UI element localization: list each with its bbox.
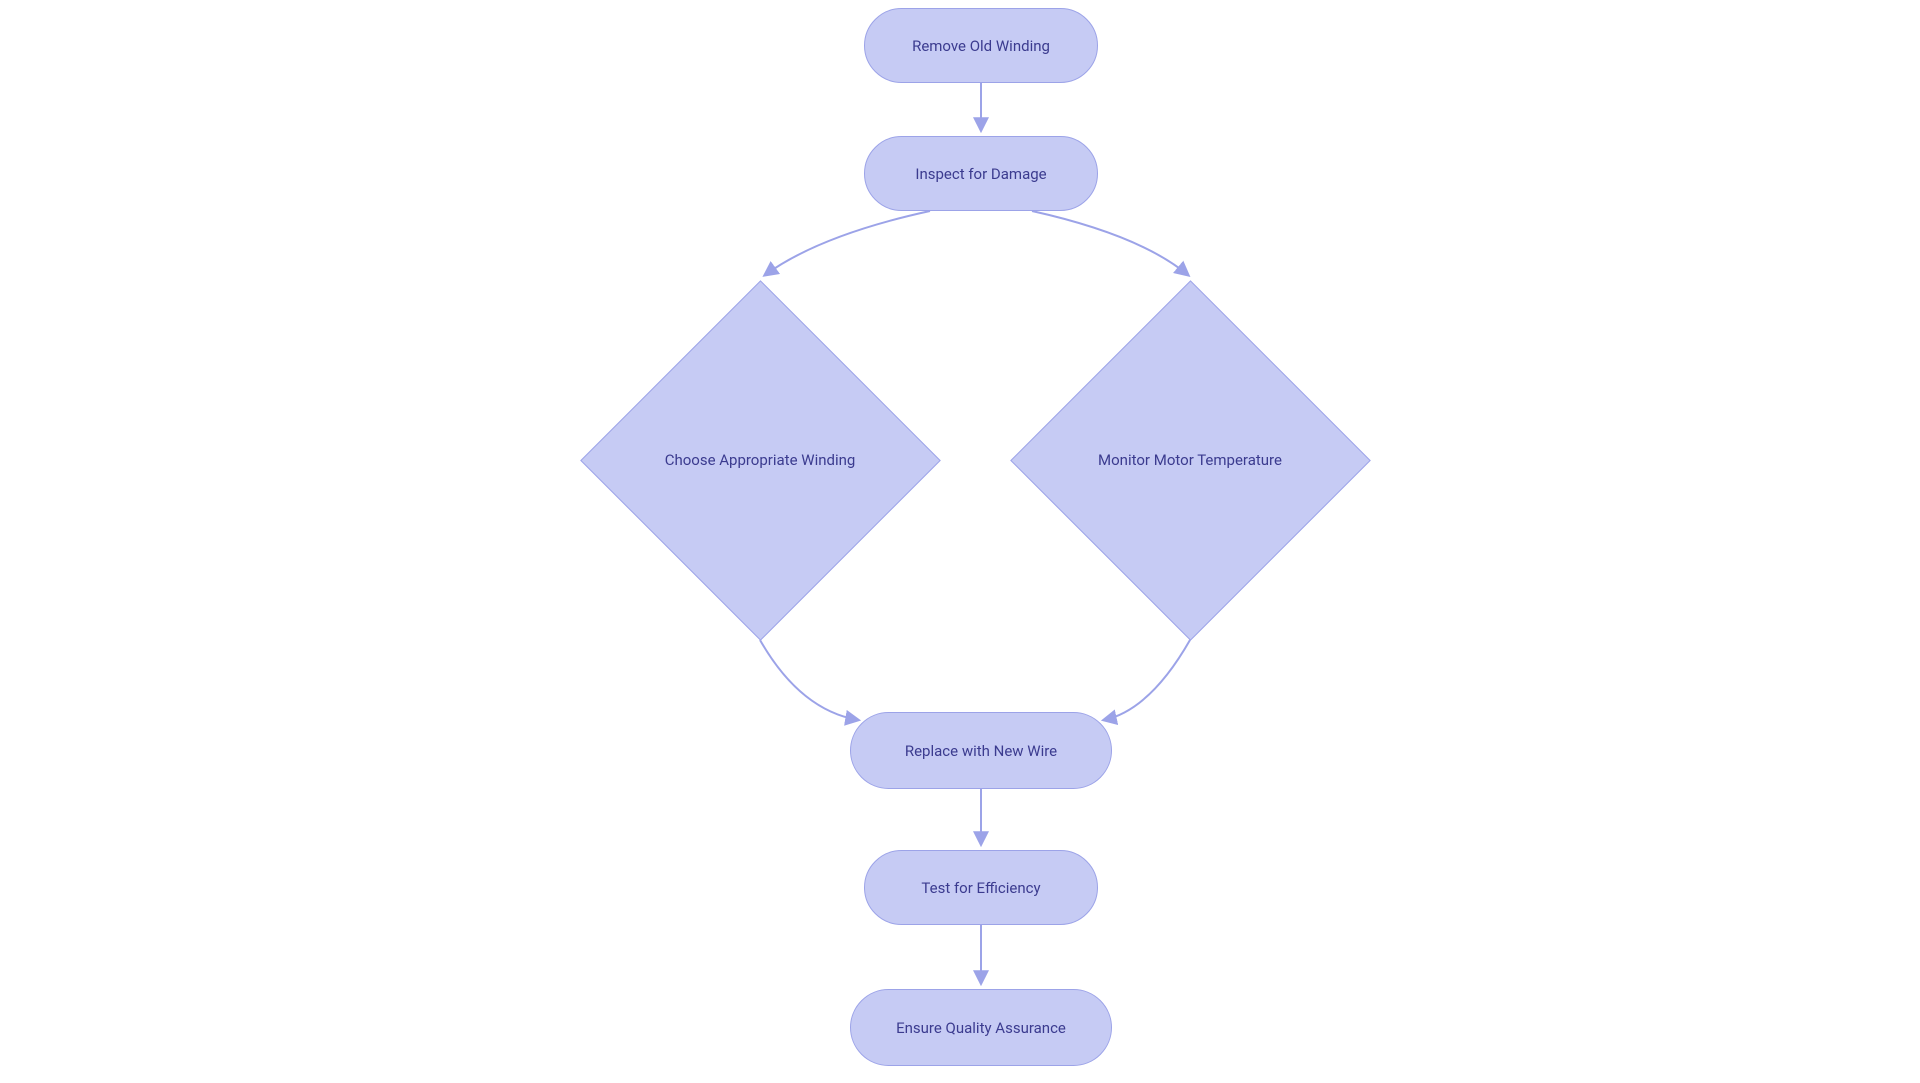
node-label: Inspect for Damage	[915, 165, 1046, 183]
node-label: Test for Efficiency	[921, 879, 1040, 897]
node-remove-old-winding: Remove Old Winding	[864, 8, 1098, 83]
node-replace-wire: Replace with New Wire	[850, 712, 1112, 789]
node-inspect-for-damage: Inspect for Damage	[864, 136, 1098, 211]
node-monitor-temperature: Monitor Motor Temperature	[1010, 280, 1370, 640]
node-test-efficiency: Test for Efficiency	[864, 850, 1098, 925]
node-label: Replace with New Wire	[905, 742, 1057, 760]
node-label: Ensure Quality Assurance	[896, 1019, 1066, 1037]
node-label: Choose Appropriate Winding	[665, 451, 856, 469]
flowchart-canvas: Remove Old Winding Inspect for Damage Ch…	[0, 0, 1920, 1083]
node-choose-winding: Choose Appropriate Winding	[580, 280, 940, 640]
node-quality-assurance: Ensure Quality Assurance	[850, 989, 1112, 1066]
node-label: Remove Old Winding	[912, 37, 1050, 55]
node-label: Monitor Motor Temperature	[1098, 451, 1282, 469]
